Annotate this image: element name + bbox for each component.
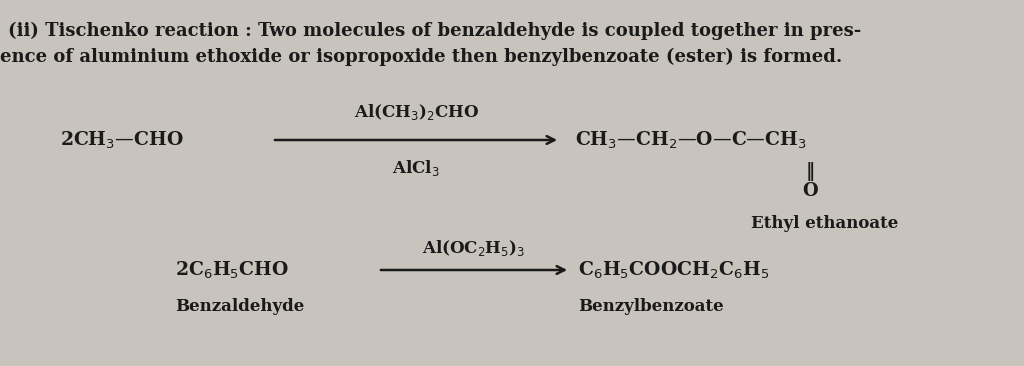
Text: CH$_3$—CH$_2$—O—C—CH$_3$: CH$_3$—CH$_2$—O—C—CH$_3$ xyxy=(575,129,807,151)
Text: 2CH$_3$—CHO: 2CH$_3$—CHO xyxy=(60,129,183,151)
Text: Al(CH$_3$)$_2$CHO: Al(CH$_3$)$_2$CHO xyxy=(353,102,478,122)
Text: Benzaldehyde: Benzaldehyde xyxy=(175,298,304,315)
Text: (ii) Tischenko reaction : Two molecules of benzaldehyde is coupled together in p: (ii) Tischenko reaction : Two molecules … xyxy=(8,22,861,40)
Text: ence of aluminium ethoxide or isopropoxide then benzylbenzoate (ester) is formed: ence of aluminium ethoxide or isopropoxi… xyxy=(0,48,843,66)
Text: Benzylbenzoate: Benzylbenzoate xyxy=(578,298,724,315)
Text: Al(OC$_2$H$_5$)$_3$: Al(OC$_2$H$_5$)$_3$ xyxy=(422,238,525,258)
Text: 2C$_6$H$_5$CHO: 2C$_6$H$_5$CHO xyxy=(175,259,289,281)
Text: ‖: ‖ xyxy=(806,162,814,181)
Text: Ethyl ethanoate: Ethyl ethanoate xyxy=(752,215,899,232)
Text: O: O xyxy=(802,182,818,200)
Text: C$_6$H$_5$COOCH$_2$C$_6$H$_5$: C$_6$H$_5$COOCH$_2$C$_6$H$_5$ xyxy=(578,259,769,281)
Text: AlCl$_3$: AlCl$_3$ xyxy=(392,158,439,178)
